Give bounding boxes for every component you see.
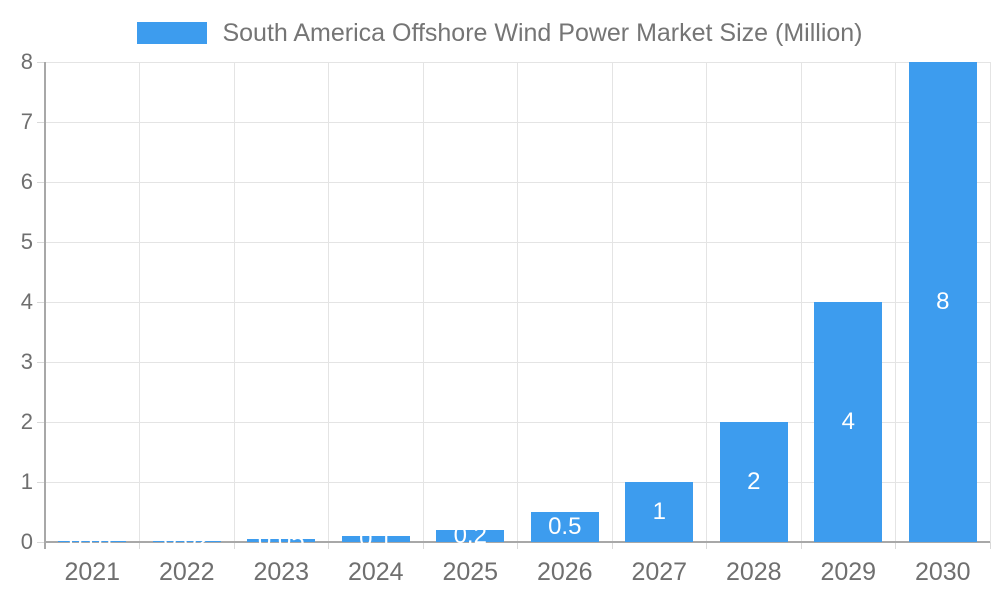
x-tick	[706, 542, 707, 549]
y-tick	[37, 421, 45, 423]
x-gridline	[895, 62, 896, 542]
x-tick-label: 2025	[442, 558, 499, 586]
x-tick	[139, 542, 140, 549]
y-tick-label: 6	[20, 169, 33, 194]
x-gridline	[233, 62, 235, 542]
x-gridline	[706, 62, 707, 542]
bar[interactable]	[436, 530, 505, 542]
x-tick	[800, 542, 802, 549]
bar[interactable]	[530, 512, 599, 542]
legend-item[interactable]: South America Offshore Wind Power Market…	[137, 19, 863, 47]
x-tick-label: 2022	[158, 558, 215, 586]
x-tick-label: 2021	[64, 558, 121, 586]
bar[interactable]	[152, 540, 221, 542]
bar[interactable]	[719, 422, 788, 542]
x-gridline	[517, 62, 518, 542]
y-tick	[37, 541, 45, 543]
y-tick-label: 5	[20, 229, 33, 254]
x-tick	[895, 542, 896, 549]
x-tick-label: 2026	[536, 558, 593, 586]
y-tick-label: 4	[20, 289, 33, 314]
plot-area: 0.01 0.02 0.05 0.1 0.2 0.5 1 2 4 8	[37, 61, 991, 555]
y-axis-line	[44, 62, 46, 549]
x-tick	[517, 542, 518, 549]
y-tick	[37, 301, 45, 303]
y-tick	[37, 241, 45, 243]
x-tick	[233, 542, 235, 549]
x-gridline	[800, 62, 802, 542]
y-tick	[37, 121, 45, 123]
bar[interactable]	[908, 62, 977, 542]
x-tick-label: 2024	[347, 558, 404, 586]
x-gridline	[139, 62, 140, 542]
x-tick	[328, 542, 329, 549]
y-tick	[37, 481, 45, 483]
y-tick	[37, 61, 45, 63]
y-tick-label: 0	[20, 529, 33, 554]
y-tick-label: 1	[20, 469, 33, 494]
y-tick-label: 7	[20, 109, 33, 134]
x-tick-label: 2029	[820, 558, 877, 586]
x-axis-labels: 2021 2022 2023 2024 2025 2026 2027 2028 2029 2030	[45, 558, 990, 588]
bar[interactable]	[625, 482, 694, 542]
y-tick-label: 3	[20, 349, 33, 374]
bar[interactable]	[341, 536, 410, 542]
y-tick-label: 2	[20, 409, 33, 434]
x-tick	[422, 542, 424, 549]
x-gridline	[989, 62, 991, 542]
y-tick-label: 8	[20, 49, 33, 74]
bar[interactable]	[247, 539, 316, 542]
legend-label: South America Offshore Wind Power Market…	[222, 19, 863, 47]
y-axis-labels: 0 1 2 3 4 5 6 7 8	[0, 51, 33, 553]
bar[interactable]	[58, 541, 127, 542]
y-tick	[37, 181, 45, 183]
x-axis-line	[45, 541, 990, 543]
x-tick-label: 2030	[914, 558, 971, 586]
x-gridline	[328, 62, 329, 542]
x-tick-label: 2027	[631, 558, 688, 586]
bar[interactable]	[814, 302, 883, 542]
x-gridline	[611, 62, 613, 542]
legend: South America Offshore Wind Power Market…	[0, 20, 1000, 46]
x-tick	[611, 542, 613, 549]
y-tick	[37, 361, 45, 363]
x-gridline	[422, 62, 424, 542]
x-tick	[989, 542, 991, 549]
legend-color-swatch	[137, 22, 208, 44]
x-tick-label: 2028	[725, 558, 782, 586]
x-tick-label: 2023	[253, 558, 310, 586]
